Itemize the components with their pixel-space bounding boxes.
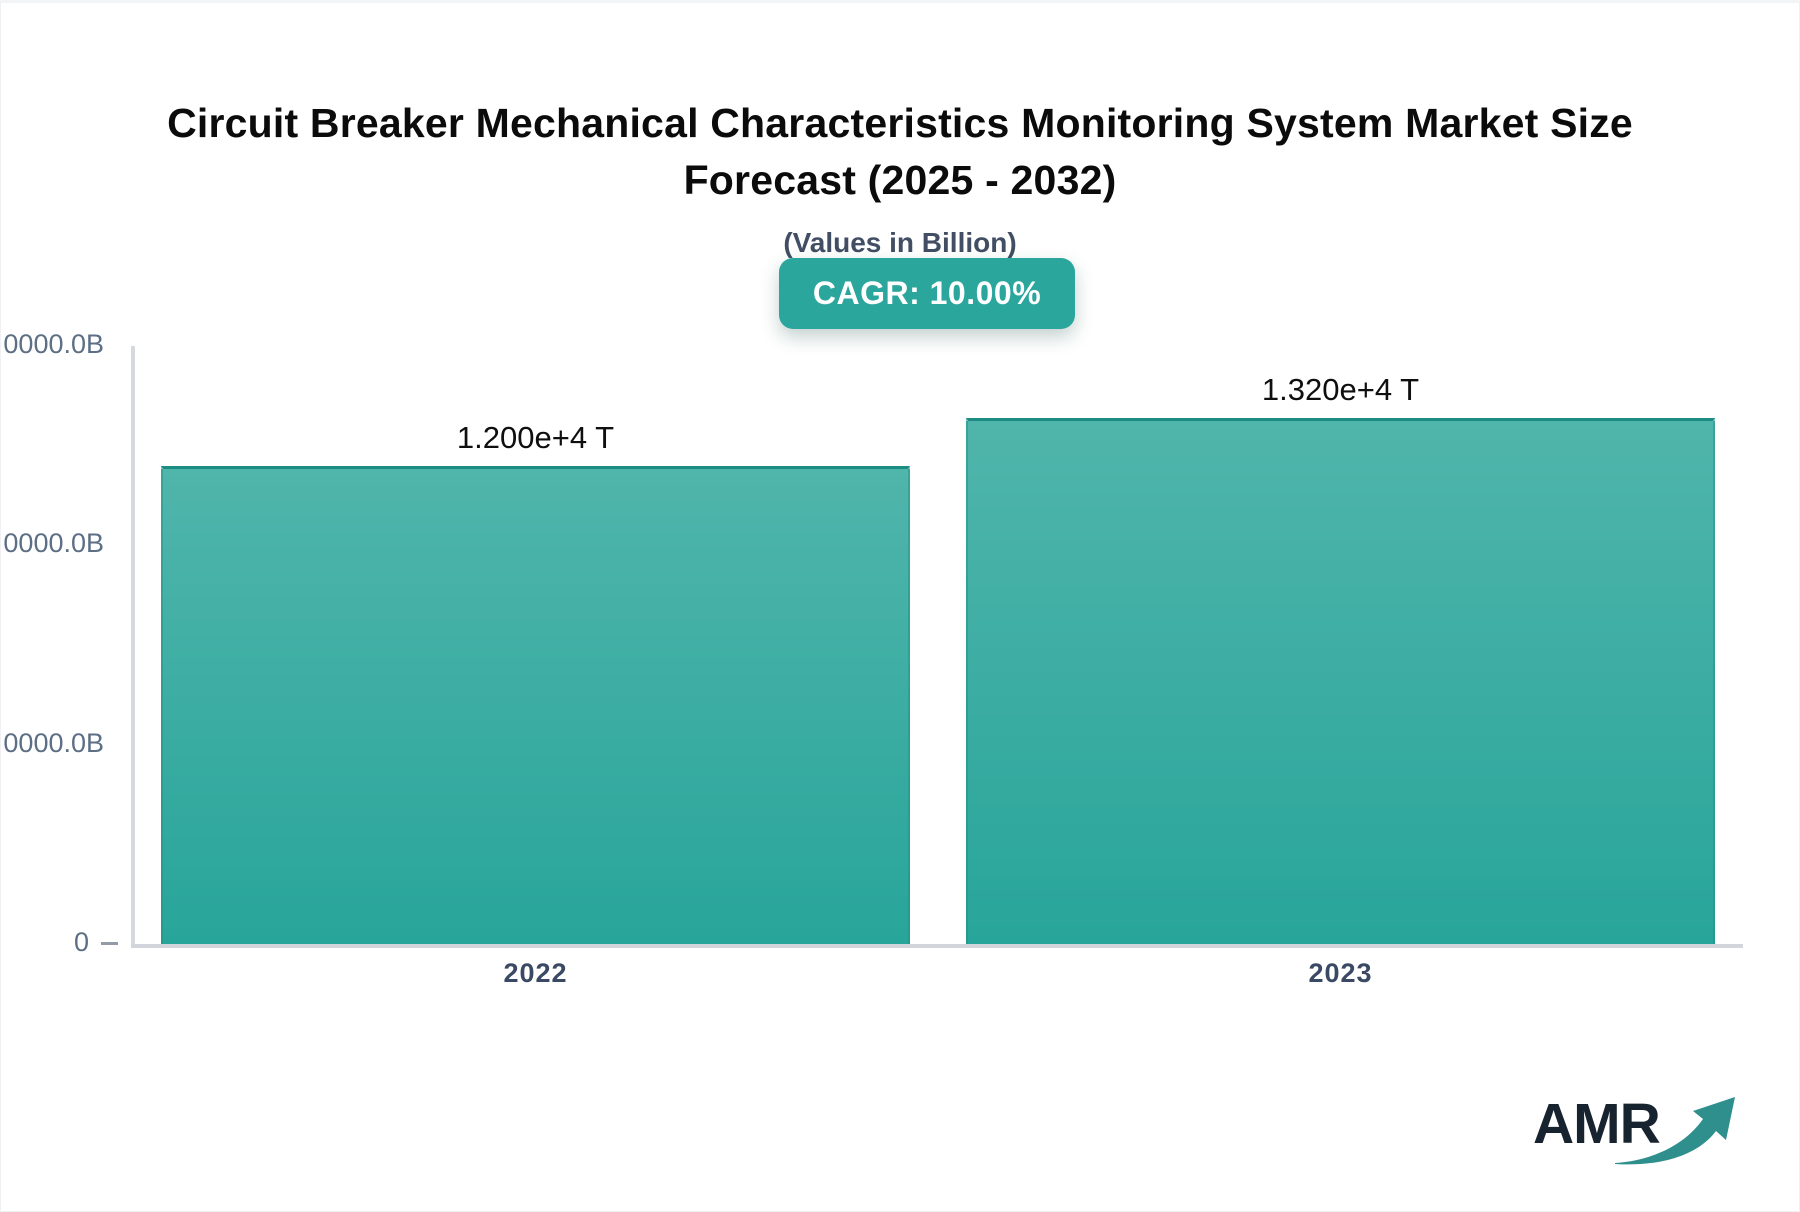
cagr-badge-label: CAGR: 10.00% [812, 275, 1042, 311]
x-tick-label-2022: 2022 [503, 958, 568, 988]
y-tick-label-0: 0 [73, 927, 89, 957]
y-tick-label-5000: 0000.0B [3, 728, 104, 758]
bar-value-label-2023: 1.320e+4 T [1261, 372, 1420, 407]
amr-logo: AMR [1533, 1089, 1753, 1173]
y-tick-label-10000: 0000.0B [3, 528, 104, 558]
amr-logo-text: AMR [1533, 1092, 1661, 1156]
chart-title: Circuit Breaker Mechanical Characteristi… [1, 95, 1799, 209]
x-axis-line [131, 944, 1743, 948]
chart-subtitle: (Values in Billion) [783, 227, 1017, 258]
y-axis-line [131, 346, 135, 948]
chart-title-line1: Circuit Breaker Mechanical Characteristi… [167, 100, 1633, 146]
bar-2022 [161, 466, 910, 944]
bar-value-label-2022: 1.200e+4 T [456, 420, 615, 455]
growth-arrow-icon [1615, 1097, 1735, 1165]
y-tick-mark-0 [101, 942, 118, 945]
x-tick-label-2023: 2023 [1308, 958, 1373, 988]
y-tick-label-15000: 0000.0B [3, 329, 104, 359]
cagr-badge: CAGR: 10.00% [779, 258, 1075, 329]
plot-area: 1.200e+4 T 1.320e+4 T [133, 346, 1743, 944]
bar-2023 [966, 418, 1715, 944]
chart-title-line2: Forecast (2025 - 2032) [683, 157, 1117, 203]
